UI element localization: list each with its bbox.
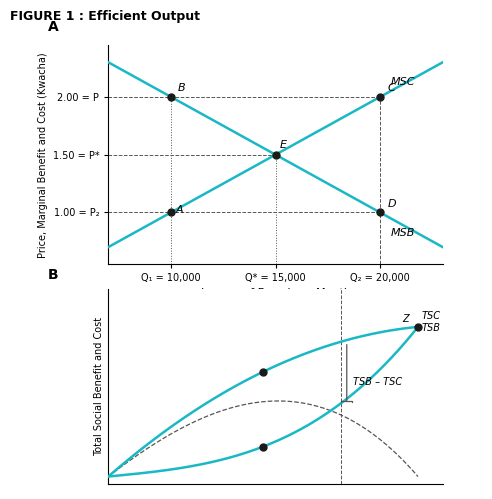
Text: B: B xyxy=(48,267,59,281)
Text: TSB: TSB xyxy=(421,323,440,333)
Text: A: A xyxy=(175,205,183,215)
Text: A: A xyxy=(48,20,59,34)
Y-axis label: Total Social Benefit and Cost: Total Social Benefit and Cost xyxy=(94,317,104,456)
Text: TSC: TSC xyxy=(421,311,440,321)
Text: MSB: MSB xyxy=(391,228,415,238)
Text: FIGURE 1 : Efficient Output: FIGURE 1 : Efficient Output xyxy=(10,10,200,23)
Text: D: D xyxy=(387,199,396,209)
Text: TSB – TSC: TSB – TSC xyxy=(353,377,402,387)
Text: MSC: MSC xyxy=(391,77,415,87)
Text: C: C xyxy=(387,83,395,93)
X-axis label: Loaves of Bread per Month: Loaves of Bread per Month xyxy=(201,287,350,298)
Text: B: B xyxy=(177,83,185,93)
Text: Z: Z xyxy=(402,314,409,324)
Text: E: E xyxy=(280,140,287,150)
Y-axis label: Price, Marginal Benefit and Cost (Kwacha): Price, Marginal Benefit and Cost (Kwacha… xyxy=(38,52,48,257)
